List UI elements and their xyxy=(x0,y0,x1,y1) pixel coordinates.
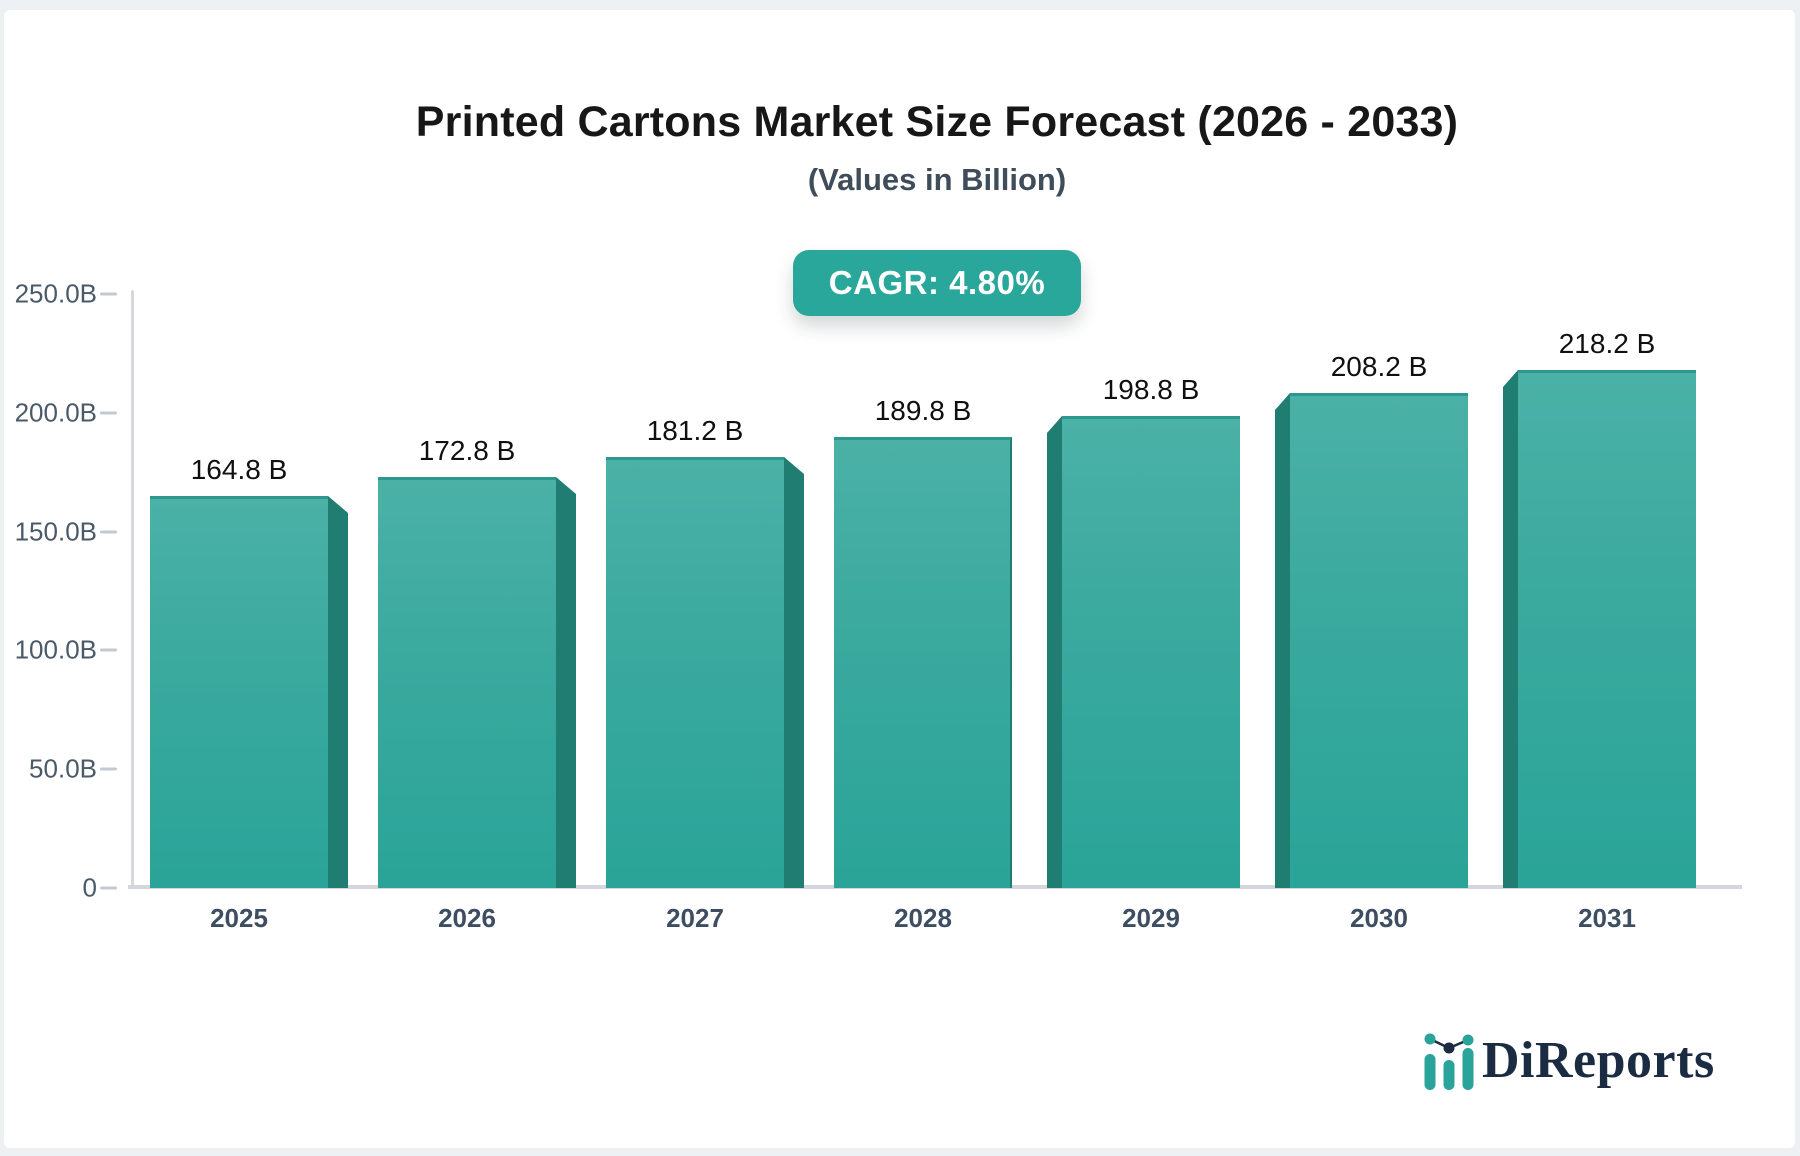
bar: 218.2 B 2031 xyxy=(1503,0,1696,933)
y-tick-mark xyxy=(100,886,117,890)
bar: 208.2 B 2030 xyxy=(1275,0,1468,933)
cagr-badge-zone: CAGR: 4.80% xyxy=(132,250,1742,316)
y-tick-mark xyxy=(100,648,117,652)
y-tick-mark xyxy=(100,530,117,534)
bar: 172.8 B 2026 xyxy=(378,0,576,933)
y-tick-label: 250.0B xyxy=(14,278,97,309)
bar-side-face xyxy=(1047,416,1062,888)
bar-face[interactable] xyxy=(150,496,328,888)
y-tick-label: 50.0B xyxy=(29,753,97,784)
y-tick-label: 150.0B xyxy=(14,516,97,547)
y-tick-mark xyxy=(100,411,117,415)
x-tick-label: 2029 xyxy=(1122,903,1180,933)
bar-side-face xyxy=(1275,393,1290,888)
x-tick-label: 2025 xyxy=(210,903,268,933)
y-axis-line xyxy=(131,290,134,889)
logo-icon xyxy=(1424,1033,1474,1090)
x-tick-label: 2030 xyxy=(1350,903,1408,933)
bar-side-face xyxy=(784,457,804,888)
x-tick-label: 2027 xyxy=(666,903,724,933)
y-tick-mark xyxy=(100,767,117,771)
bar-value-label: 189.8 B xyxy=(874,395,972,426)
bar: 198.8 B 2029 xyxy=(1047,0,1240,933)
bar-side-face xyxy=(1503,370,1518,888)
bar-face[interactable] xyxy=(378,477,556,888)
y-tick-label: 200.0B xyxy=(14,397,97,428)
bar-value-label: 181.2 B xyxy=(646,415,744,446)
bar-side-face xyxy=(328,496,348,888)
x-tick-label: 2031 xyxy=(1578,903,1636,933)
bar-face[interactable] xyxy=(1062,416,1240,888)
bar-face[interactable] xyxy=(834,437,1012,888)
bar-value-label: 208.2 B xyxy=(1330,351,1428,382)
y-tick-label: 100.0B xyxy=(14,634,97,665)
chart-title: Printed Cartons Market Size Forecast (20… xyxy=(415,98,1459,146)
bar: 189.8 B 2028 xyxy=(834,0,1012,933)
bar-side-face xyxy=(556,477,576,888)
bar: 181.2 B 2027 xyxy=(606,0,804,933)
bar-value-label: 198.8 B xyxy=(1102,374,1200,405)
cagr-badge: CAGR: 4.80% xyxy=(792,250,1082,316)
bar-value-label: 218.2 B xyxy=(1558,328,1656,359)
logo: DiReports xyxy=(1424,1026,1715,1092)
chart-subtitle: (Values in Billion) xyxy=(807,162,1067,197)
bar: 164.8 B 2025 xyxy=(150,0,348,933)
bar-value-label: 164.8 B xyxy=(190,454,288,485)
y-tick-label: 0 xyxy=(82,872,97,903)
bar-face[interactable] xyxy=(1290,393,1468,888)
x-tick-label: 2026 xyxy=(438,903,496,933)
bar-face[interactable] xyxy=(606,457,784,888)
logo-text: DiReports xyxy=(1482,1032,1715,1089)
y-tick-mark xyxy=(100,292,117,296)
bar-value-label: 172.8 B xyxy=(418,435,516,466)
x-tick-label: 2028 xyxy=(894,903,952,933)
chart-card: Printed Cartons Market Size Forecast (20… xyxy=(4,10,1795,1148)
bar-face[interactable] xyxy=(1518,370,1696,888)
